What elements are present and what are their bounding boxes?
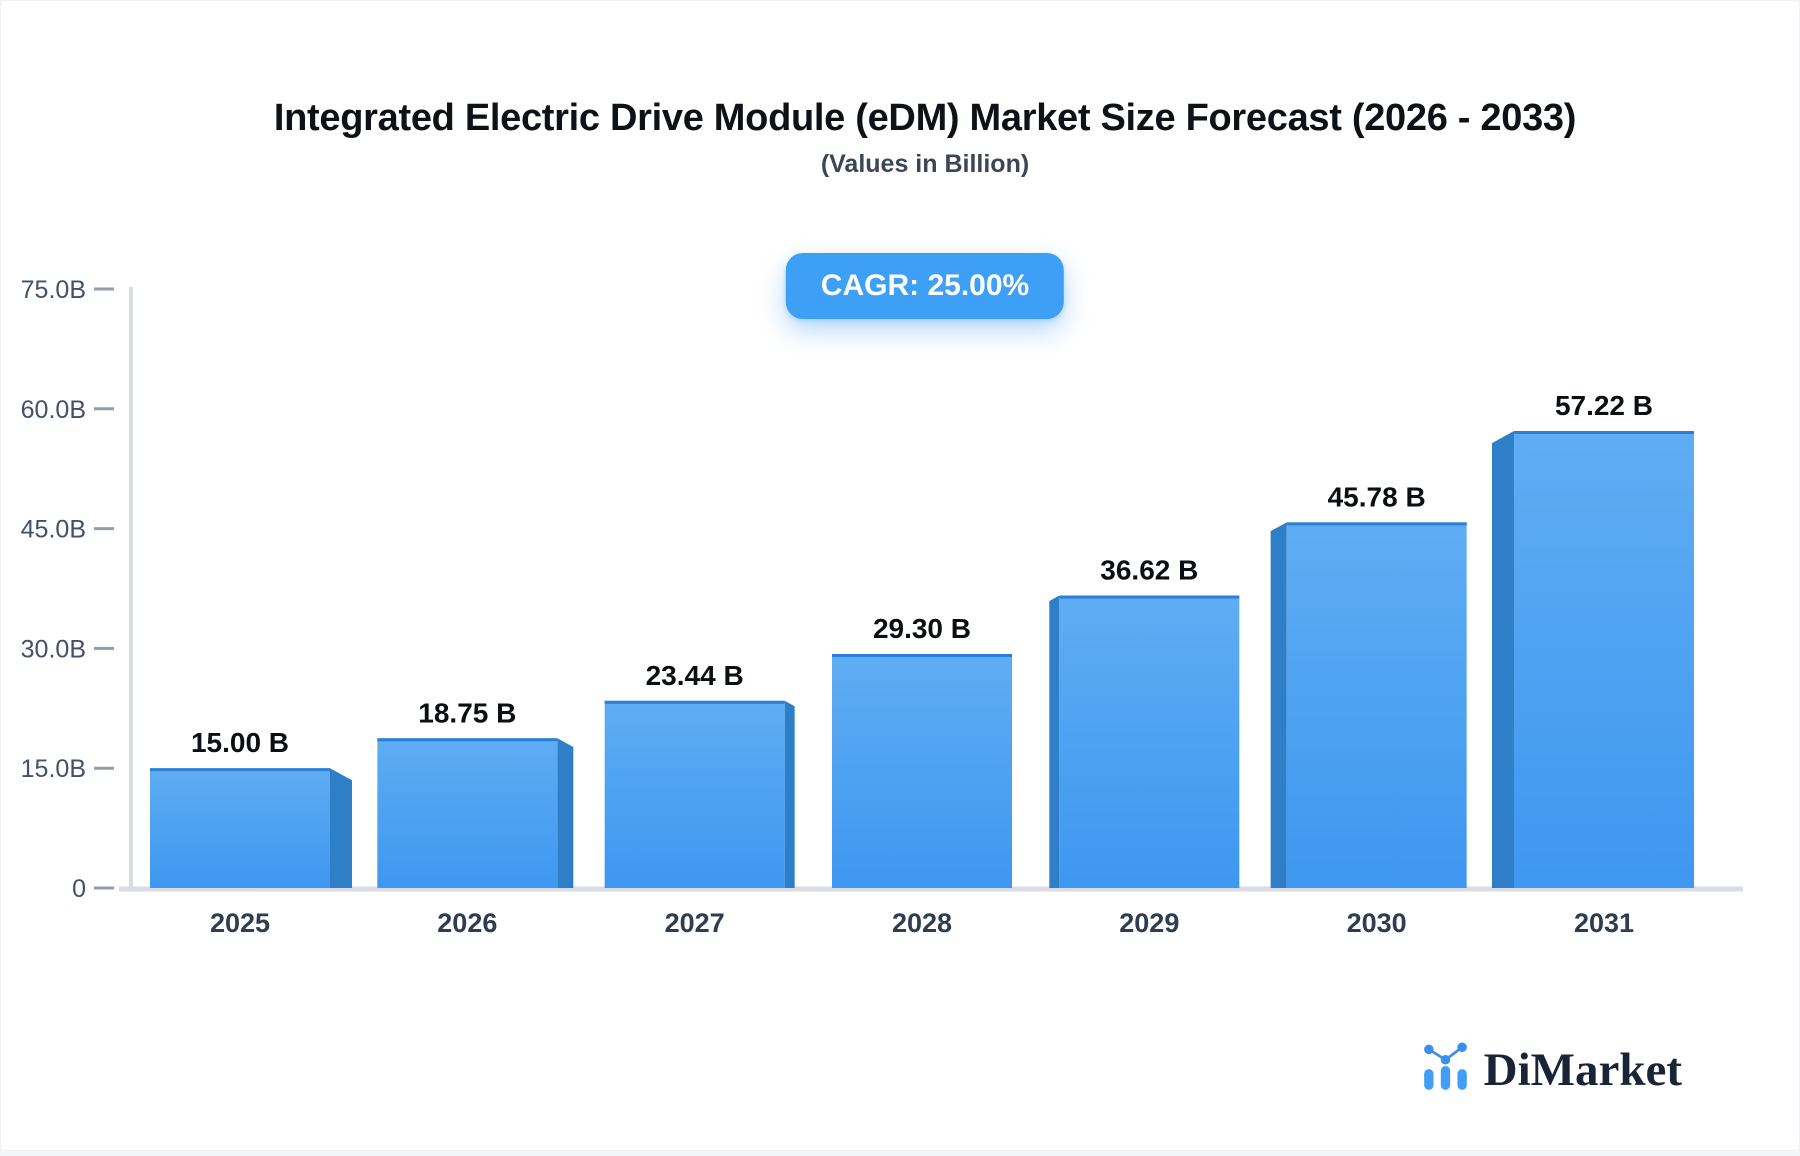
bar-face xyxy=(150,768,330,888)
bar-group-2025: 15.00 B 2025 xyxy=(150,727,352,938)
bar-top-edge xyxy=(150,768,330,772)
bar-value-label: 57.22 B xyxy=(1555,390,1653,421)
bar-face xyxy=(1286,522,1467,888)
chart-subtitle: (Values in Billion) xyxy=(820,150,1030,178)
x-tick-label: 2030 xyxy=(1347,908,1407,938)
bar-side-face xyxy=(1049,595,1060,888)
bar-face xyxy=(604,700,785,888)
bar-group-2030: 45.78 B 2030 xyxy=(1270,481,1467,938)
cagr-badge: CAGR: 25.00% xyxy=(785,253,1065,319)
x-tick-label: 2031 xyxy=(1574,908,1634,938)
bar-face xyxy=(1059,595,1240,888)
bar-face xyxy=(1513,431,1694,888)
y-tick-label: 75.0B xyxy=(21,276,86,304)
bar-top-edge xyxy=(1286,522,1467,526)
y-tick-label: 60.0B xyxy=(21,396,86,424)
bar-side-face xyxy=(330,768,352,888)
y-tick-label: 30.0B xyxy=(21,635,86,663)
bar-top-edge xyxy=(1059,595,1240,599)
bar-group-2029: 36.62 B 2029 xyxy=(1049,555,1240,938)
y-tick-label: 15.0B xyxy=(21,755,86,783)
bar-value-label: 29.30 B xyxy=(873,613,971,644)
bar-top-edge xyxy=(604,700,785,704)
bar-face xyxy=(377,738,558,888)
bar-side-face xyxy=(557,738,574,888)
brand-name: DiMarket xyxy=(1483,1043,1682,1096)
bar-group-2028: 29.30 B 2028 xyxy=(831,613,1012,938)
bar-group-2026: 18.75 B 2026 xyxy=(377,697,574,938)
bar-value-label: 15.00 B xyxy=(191,727,289,758)
bar-value-label: 18.75 B xyxy=(418,697,516,728)
bar-value-label: 23.44 B xyxy=(646,660,744,691)
bar-side-face xyxy=(784,700,795,888)
x-tick-label: 2026 xyxy=(437,908,497,938)
x-tick-label: 2027 xyxy=(665,908,725,938)
bar-top-edge xyxy=(1513,431,1694,435)
bar-group-2031: 57.22 B 2031 xyxy=(1491,390,1694,938)
bar-group-2027: 23.44 B 2027 xyxy=(604,660,795,938)
bar-value-label: 36.62 B xyxy=(1100,555,1198,586)
bar-face xyxy=(831,653,1012,888)
x-tick-label: 2029 xyxy=(1119,908,1179,938)
x-tick-label: 2028 xyxy=(892,908,952,938)
bar-top-edge xyxy=(377,738,558,742)
chart-title: Integrated Electric Drive Module (eDM) M… xyxy=(273,97,1577,139)
y-tick-label: 45.0B xyxy=(21,516,86,544)
x-tick-label: 2025 xyxy=(210,908,270,938)
brand-logo: DiMarket xyxy=(1421,1040,1682,1096)
bar-value-label: 45.78 B xyxy=(1328,481,1426,512)
bar-line-chart-icon xyxy=(1423,1042,1467,1090)
bar-side-face xyxy=(1491,431,1514,888)
y-axis: 0 15.0B 30.0B 45.0B 60.0B 75.0B xyxy=(21,276,114,903)
bar-top-edge xyxy=(831,653,1012,657)
bar-side-face xyxy=(1270,522,1287,888)
y-tick-label: 0 xyxy=(72,875,86,903)
